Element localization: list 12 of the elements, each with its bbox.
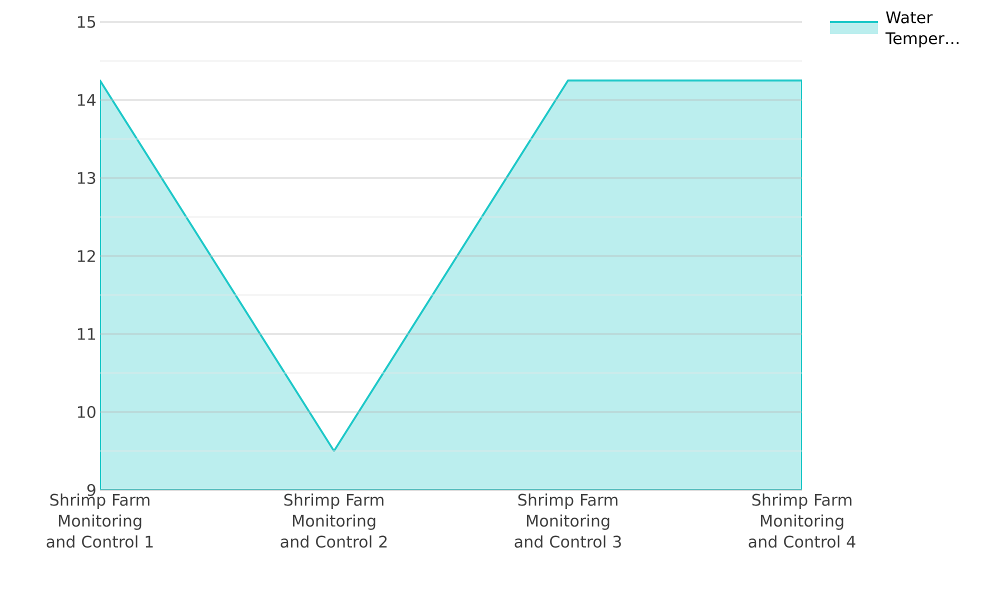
x-tick-label: Shrimp Farm Monitoring and Control 2 [280,494,387,548]
x-tick-label: Shrimp Farm Monitoring and Control 4 [748,494,856,548]
y-tick-label: 9 [87,484,96,496]
y-tick-label: 10 [78,406,96,418]
y-tick-label: 13 [78,172,96,184]
y-tick-label: 15 [78,16,96,28]
x-tick-label: Shrimp Farm Monitoring and Control 3 [514,494,621,548]
y-tick-label: 14 [78,94,96,106]
legend-label: Water Temper… [885,12,958,48]
y-tick-label: 12 [78,250,95,262]
x-tick-label: Shrimp Farm Monitoring and Control 1 [46,494,153,548]
y-tick-label: 11 [78,328,96,340]
